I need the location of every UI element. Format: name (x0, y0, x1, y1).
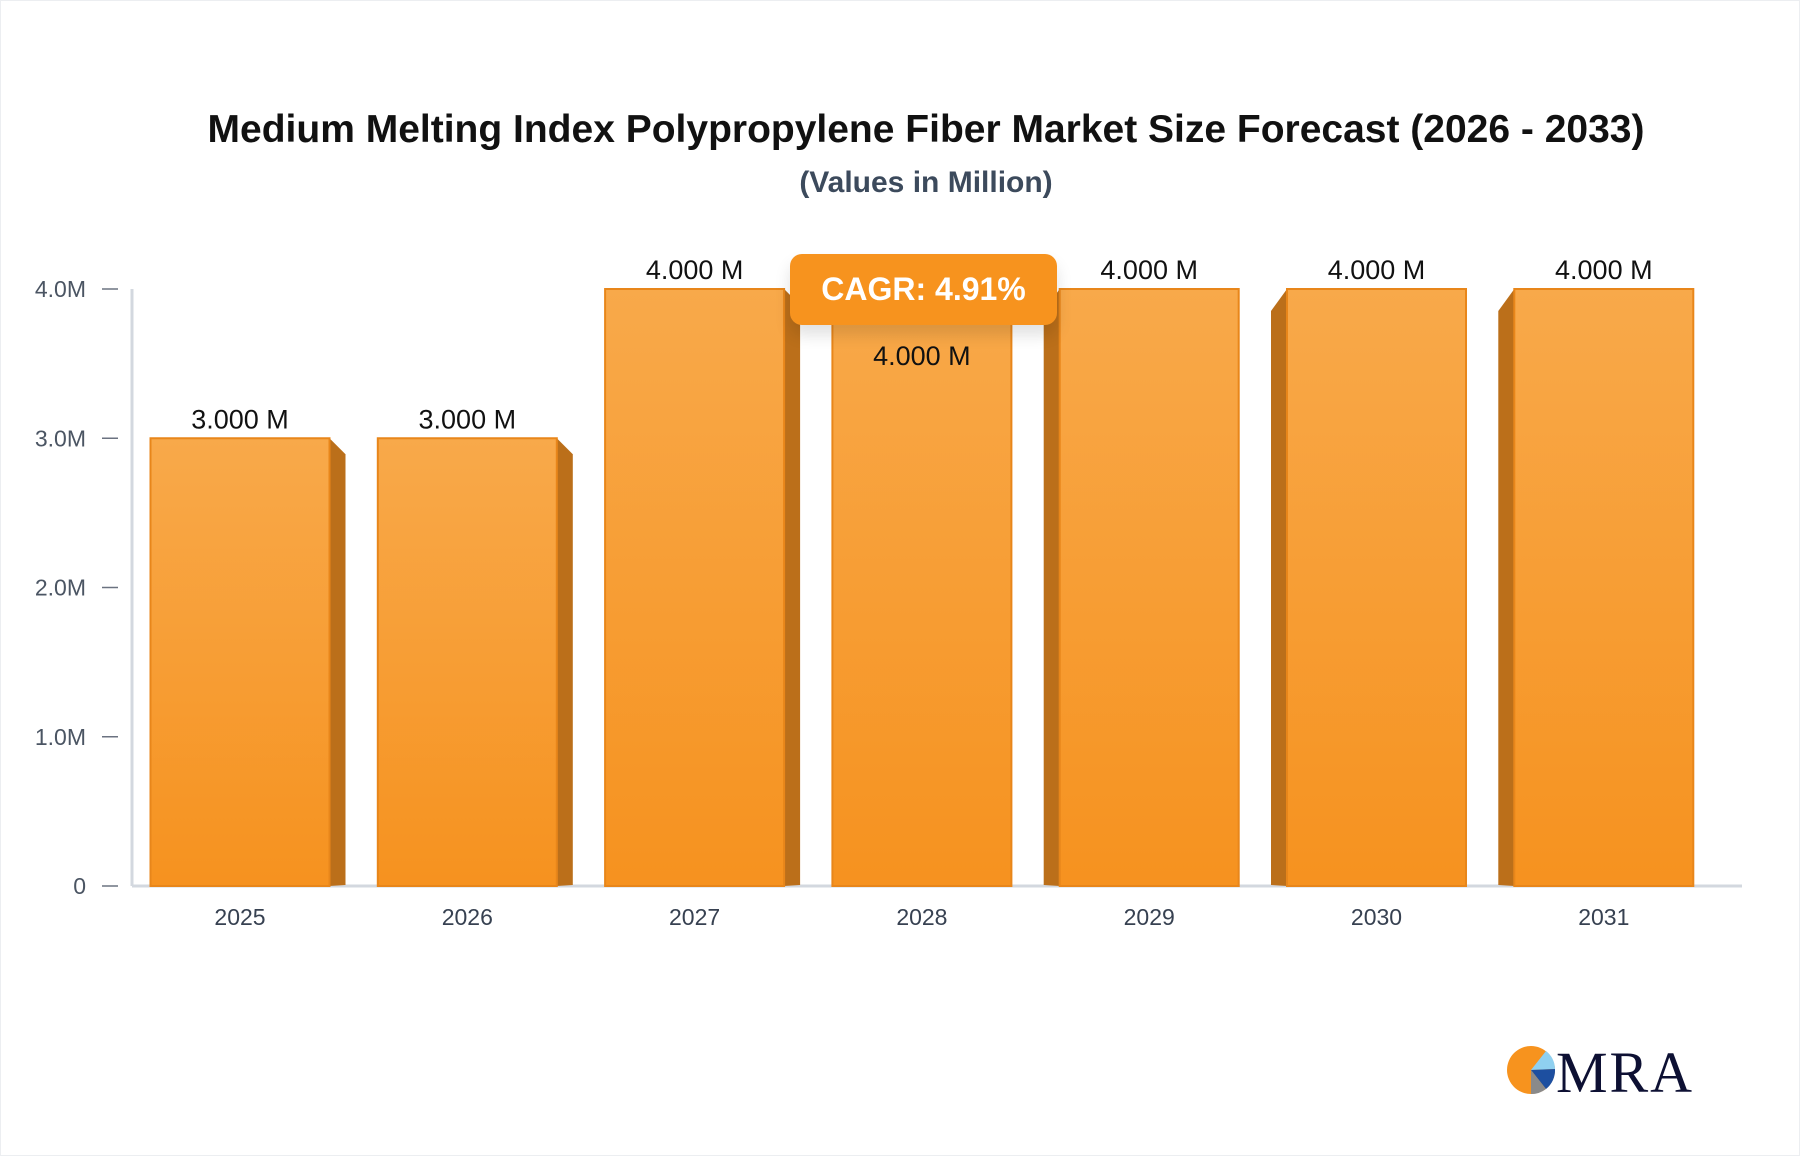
data-label: 4.000 M (1555, 255, 1653, 285)
x-tick-label: 2028 (896, 904, 947, 930)
bar-side (1043, 289, 1060, 886)
x-tick-label: 2025 (214, 904, 265, 930)
y-tick-label: 0 (73, 873, 86, 899)
y-tick-label: 1.0M (35, 724, 86, 750)
bar-2031 (1513, 288, 1695, 887)
data-label: 4.000 M (873, 341, 971, 371)
svg-text:MRA: MRA (1556, 1040, 1692, 1100)
bar-2025 (149, 437, 331, 887)
data-label: 3.000 M (191, 404, 289, 434)
bar-2028 (831, 288, 1013, 887)
data-label: 4.000 M (1328, 255, 1426, 285)
bar-2027 (604, 288, 786, 887)
data-label: 4.000 M (646, 255, 744, 285)
y-tick-label: 4.0M (35, 276, 86, 302)
x-tick-label: 2031 (1578, 904, 1629, 930)
data-label: 4.000 M (1100, 255, 1198, 285)
y-tick-label: 2.0M (35, 575, 86, 601)
bar-2026 (376, 437, 558, 887)
x-tick-label: 2027 (669, 904, 720, 930)
x-tick-label: 2029 (1124, 904, 1175, 930)
data-label: 3.000 M (419, 404, 517, 434)
bar-side (1271, 289, 1287, 886)
cagr-badge: CAGR: 4.91% (790, 254, 1057, 325)
y-tick-label: 3.0M (35, 425, 86, 451)
chart-subtitle: (Values in Million) (799, 166, 1053, 199)
bar-side (329, 438, 346, 886)
bar-side (1498, 289, 1515, 886)
mra-logo: MRA (1507, 1040, 1692, 1100)
bar-side (556, 438, 573, 886)
bar-2030 (1286, 288, 1467, 887)
x-tick-label: 2030 (1351, 904, 1402, 930)
chart-title: Medium Melting Index Polypropylene Fiber… (207, 108, 1645, 151)
bar-2029 (1058, 288, 1240, 887)
x-tick-label: 2026 (442, 904, 493, 930)
bar-side (784, 289, 801, 886)
